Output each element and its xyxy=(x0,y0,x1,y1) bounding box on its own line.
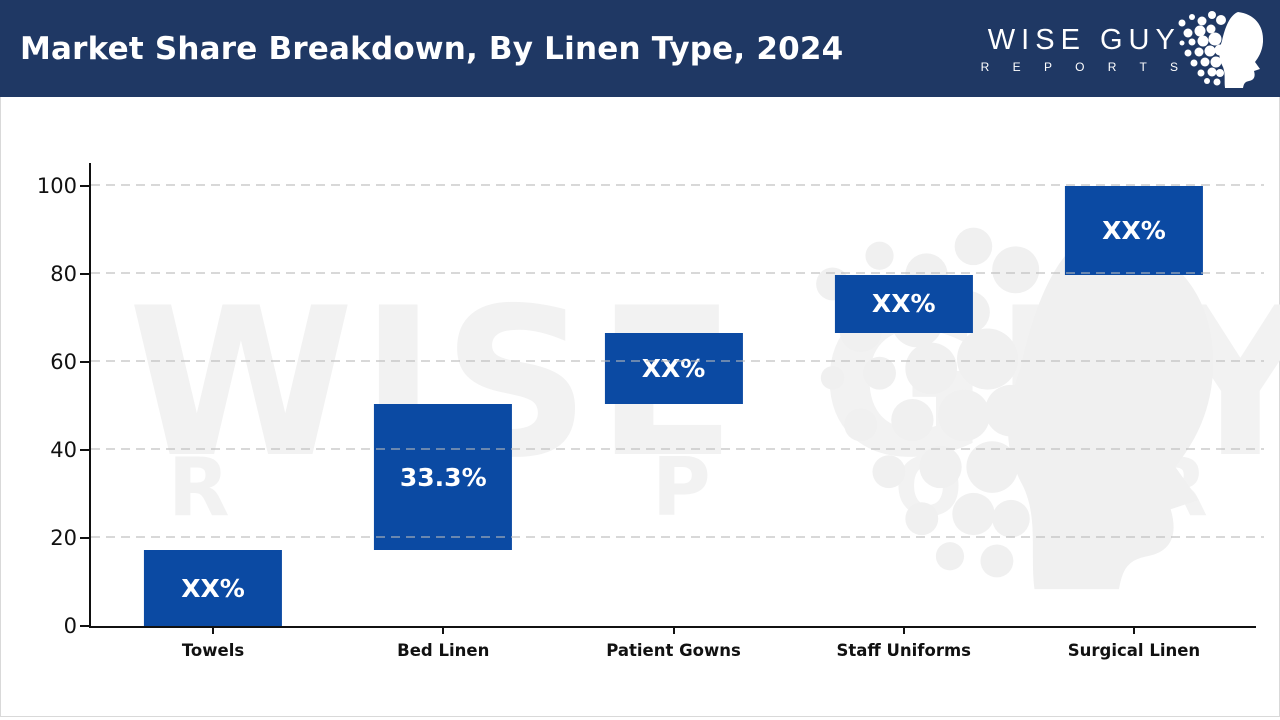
x-category-label: Staff Uniforms xyxy=(836,641,971,660)
y-tick-label: 100 xyxy=(36,173,77,198)
y-tick-label: 80 xyxy=(50,261,77,286)
x-tick-mark xyxy=(212,626,215,634)
waterfall-bar-bed-linen: 33.3% xyxy=(374,403,513,551)
page-title: Market Share Breakdown, By Linen Type, 2… xyxy=(20,30,844,67)
gridline-y20 xyxy=(91,535,1264,538)
y-tick-mark xyxy=(80,625,89,627)
y-tick-label: 60 xyxy=(50,349,77,374)
footer-rule xyxy=(0,716,1280,717)
x-tick-mark xyxy=(1132,626,1135,634)
bar-value-label: XX% xyxy=(1102,215,1166,245)
x-category-label: Towels xyxy=(181,641,245,660)
x-category-label: Bed Linen xyxy=(397,641,490,660)
waterfall-bar-towels: XX% xyxy=(143,550,283,626)
waterfall-bar-surgical-linen: XX% xyxy=(1064,185,1204,275)
bar-value-label: XX% xyxy=(641,353,706,383)
y-tick-mark xyxy=(80,448,89,451)
x-tick-mark xyxy=(442,626,445,634)
header: Market Share Breakdown, By Linen Type, 2… xyxy=(0,0,1280,97)
brand-subtext: R E P O R T S xyxy=(980,59,1188,74)
brand-wordmark: WISE GUY R E P O R T S xyxy=(981,24,1188,74)
gridline-y40 xyxy=(91,447,1264,450)
x-tick-mark xyxy=(672,626,675,634)
gridline-y60 xyxy=(91,359,1264,362)
x-tick-mark xyxy=(902,626,905,634)
y-tick-mark xyxy=(80,360,89,363)
brand-logo: WISE GUY R E P O R T S xyxy=(981,10,1266,88)
bar-value-label: XX% xyxy=(181,573,245,603)
gridline-y100 xyxy=(91,183,1264,186)
y-tick-mark xyxy=(80,184,89,187)
brand-name: WISE GUY xyxy=(987,23,1181,56)
y-tick-mark xyxy=(80,536,89,539)
plot-area: 0 20 40 60 80 100 XX% Towels 33.3% Bed Linen XX% Pa… xyxy=(37,163,1264,660)
waterfall-bar-patient-gowns: XX% xyxy=(604,332,743,404)
x-category-label: Surgical Linen xyxy=(1067,641,1201,660)
x-category-label: Patient Gowns xyxy=(606,641,741,660)
y-tick-label: 0 xyxy=(63,614,77,638)
gridline-y80 xyxy=(91,271,1264,274)
waterfall-bar-staff-uniforms: XX% xyxy=(834,274,973,333)
y-tick-mark xyxy=(80,272,89,275)
bar-value-label: XX% xyxy=(871,289,936,319)
y-tick-label: 20 xyxy=(50,525,77,550)
y-tick-label: 40 xyxy=(50,437,77,462)
bar-value-label: 33.3% xyxy=(399,462,487,492)
